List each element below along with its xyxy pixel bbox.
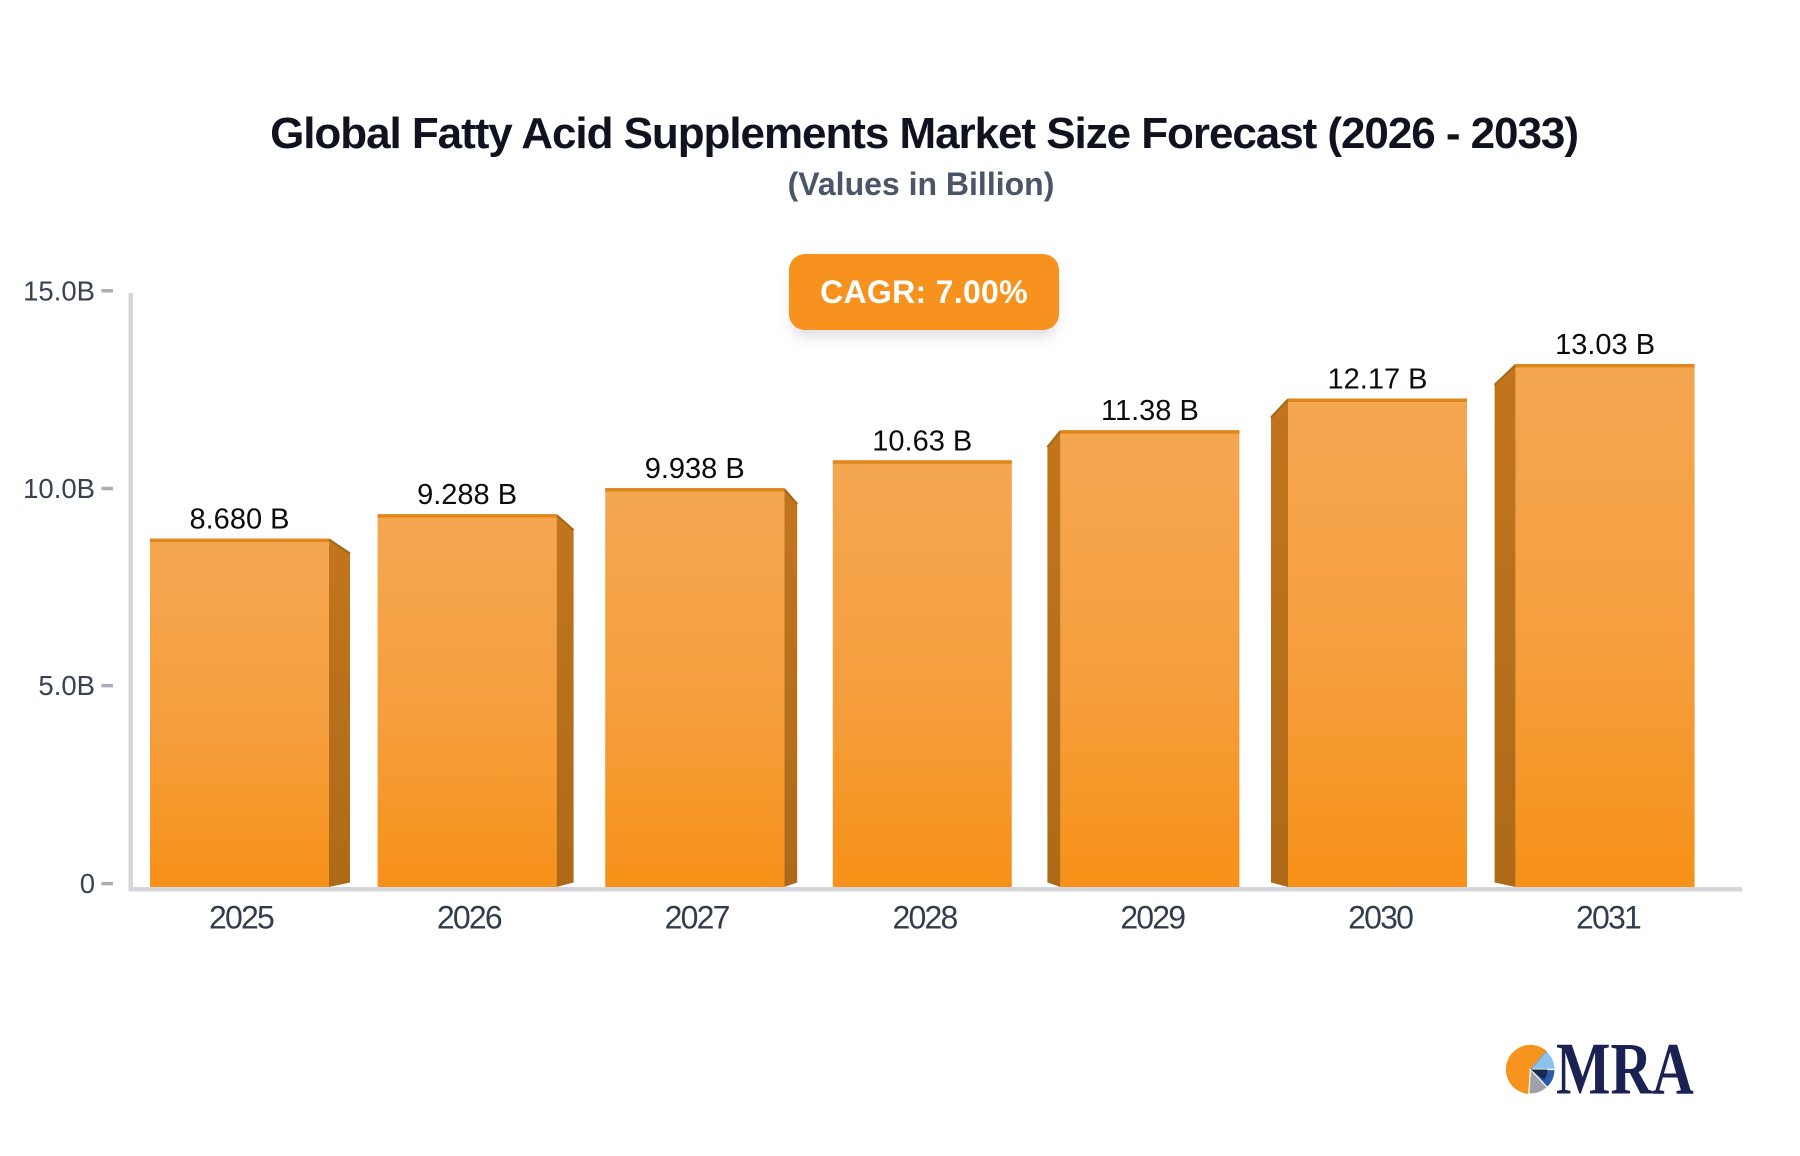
svg-text:2026: 2026 [437, 900, 502, 936]
svg-text:13.03 B: 13.03 B [1555, 329, 1655, 361]
svg-text:11.38 B: 11.38 B [1101, 395, 1199, 427]
svg-text:8.680 B: 8.680 B [190, 504, 290, 536]
svg-text:9.288 B: 9.288 B [417, 479, 517, 511]
svg-text:2027: 2027 [665, 900, 730, 936]
svg-text:10.63 B: 10.63 B [872, 425, 972, 457]
svg-text:2030: 2030 [1348, 900, 1413, 936]
svg-text:MRA: MRA [1556, 1040, 1694, 1100]
svg-text:2028: 2028 [892, 900, 957, 936]
svg-text:0: 0 [80, 868, 95, 899]
svg-text:2025: 2025 [209, 900, 274, 936]
svg-text:2029: 2029 [1120, 900, 1185, 936]
svg-text:9.938 B: 9.938 B [645, 453, 745, 485]
svg-text:12.17 B: 12.17 B [1328, 363, 1428, 395]
svg-text:2031: 2031 [1576, 900, 1641, 936]
svg-text:15.0B: 15.0B [23, 275, 95, 306]
svg-text:5.0B: 5.0B [38, 670, 95, 701]
svg-text:10.0B: 10.0B [23, 473, 95, 504]
